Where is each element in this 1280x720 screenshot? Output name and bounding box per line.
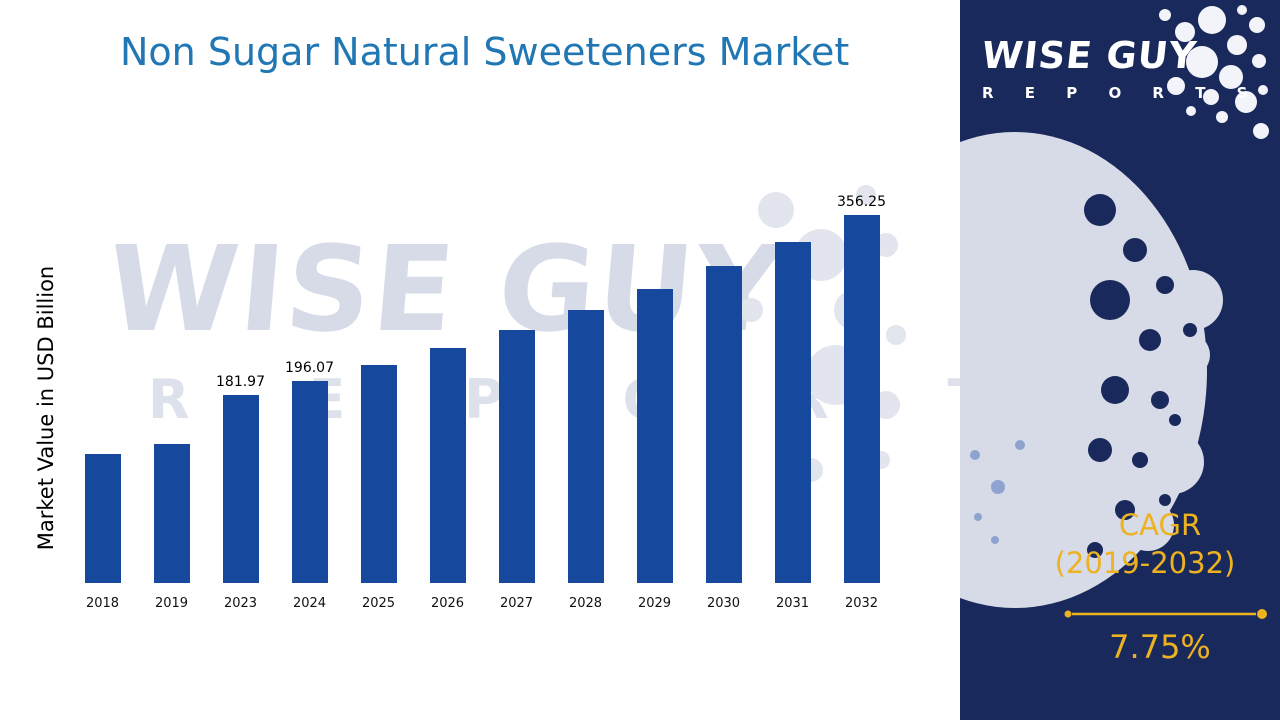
brand-logo: WISE GUY R E P O R T S xyxy=(979,34,1261,102)
x-tick-label: 2027 xyxy=(499,596,534,611)
bar xyxy=(774,241,811,583)
x-tick-label: 2030 xyxy=(706,596,741,611)
face-dots-pattern xyxy=(1084,194,1197,558)
x-tick-label: 2028 xyxy=(568,596,603,611)
bar xyxy=(843,215,880,583)
cagr-label: CAGR xyxy=(1118,508,1202,542)
bar-group: 2028 xyxy=(551,150,620,611)
cagr-period: (2019-2032) xyxy=(1054,546,1236,580)
bar-group: 181.97 2023 xyxy=(206,150,275,611)
cagr-underline xyxy=(1064,609,1267,619)
bar xyxy=(636,288,673,583)
logo-dots-pattern xyxy=(1159,5,1269,139)
bar-value-label: 356.25 xyxy=(837,194,886,210)
bar xyxy=(360,364,397,583)
bar xyxy=(291,380,328,583)
x-tick-label: 2029 xyxy=(637,596,672,611)
bar-group: 2025 xyxy=(344,150,413,611)
bar-group: 2031 xyxy=(758,150,827,611)
bar-chart: WISE GUY R E P O R T 20182019181.9720231… xyxy=(68,150,984,612)
accent-dots-pattern xyxy=(970,440,1025,544)
bar xyxy=(153,443,190,583)
brand-logo-sub: R E P O R T S xyxy=(982,84,1261,102)
x-tick-label: 2018 xyxy=(85,596,120,611)
bar-group: 2027 xyxy=(482,150,551,611)
x-tick-label: 2025 xyxy=(361,596,396,611)
bar-value-label: 181.97 xyxy=(216,374,265,390)
plot-area: 2018 2019 181.97 2023 196.07 2024 2025 2026 2027… xyxy=(68,150,896,612)
brand-sidebar: WISE GUY R E P O R T S CAGR (2019-2032) … xyxy=(960,0,1280,720)
bar xyxy=(84,453,121,583)
x-tick-label: 2032 xyxy=(844,596,879,611)
bar-group: 2019 xyxy=(137,150,206,611)
cagr-value: 7.75% xyxy=(1109,628,1211,666)
x-tick-label: 2024 xyxy=(292,596,327,611)
bar-group: 356.25 2032 xyxy=(827,150,896,611)
bar xyxy=(705,266,742,583)
bar xyxy=(222,395,259,583)
page-title: Non Sugar Natural Sweeteners Market xyxy=(120,30,850,74)
bar-group: 2018 xyxy=(68,150,137,611)
bar xyxy=(498,329,535,583)
bar xyxy=(567,310,604,583)
bar-group: 2029 xyxy=(620,150,689,611)
bar-group: 2026 xyxy=(413,150,482,611)
bar xyxy=(429,347,466,583)
bar-group: 2030 xyxy=(689,150,758,611)
bar-group: 196.07 2024 xyxy=(275,150,344,612)
x-tick-label: 2031 xyxy=(775,596,810,611)
x-tick-label: 2019 xyxy=(154,596,189,611)
bar-value-label: 196.07 xyxy=(285,359,334,376)
face-profile-graphic xyxy=(960,5,1269,608)
x-tick-label: 2023 xyxy=(223,596,258,611)
brand-logo-name: WISE GUY xyxy=(979,34,1199,77)
y-axis-label: Market Value in USD Billion xyxy=(34,265,58,551)
x-tick-label: 2026 xyxy=(430,596,465,611)
